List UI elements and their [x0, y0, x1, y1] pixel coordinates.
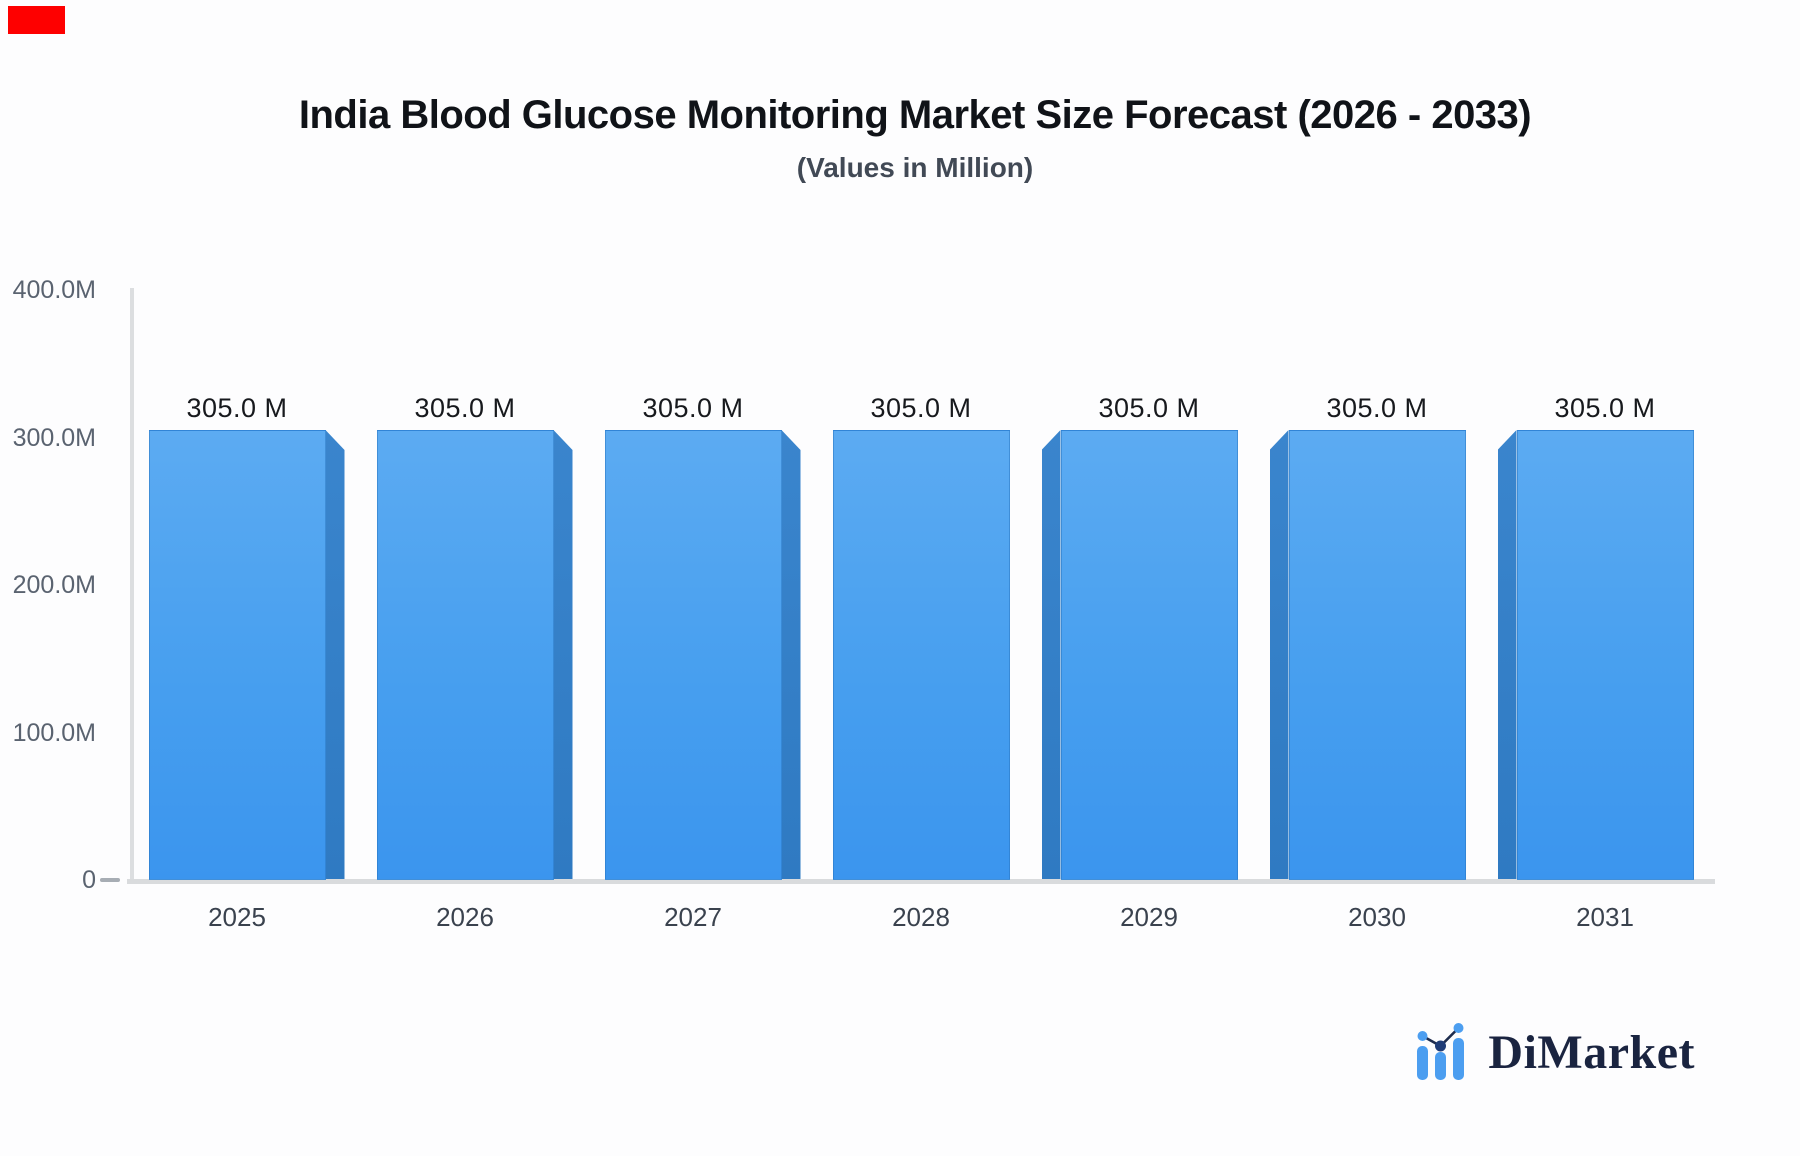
x-tick-label-2028: 2028 — [892, 902, 950, 932]
y-axis-line — [130, 288, 134, 882]
bar-3d-side — [781, 430, 801, 879]
bar-2031[interactable] — [1516, 430, 1694, 880]
x-tick-label-2027: 2027 — [664, 902, 722, 932]
x-tick-label-2029: 2029 — [1120, 902, 1178, 932]
bar-3d-side — [325, 430, 345, 879]
red-corner-marker — [8, 6, 65, 34]
logo-text: DiMarket — [1488, 1025, 1695, 1079]
bar-3d-side — [1269, 430, 1289, 879]
x-axis-line — [127, 879, 1715, 884]
bar-2028[interactable] — [832, 430, 1010, 880]
bar-3d-side — [553, 430, 573, 879]
bar-2026[interactable] — [376, 430, 554, 880]
y-tick-label: 400.0M — [12, 276, 96, 304]
chart-title: India Blood Glucose Monitoring Market Si… — [298, 93, 1532, 137]
bar-value-label: 305.0 M — [642, 393, 744, 423]
bar-value-label: 305.0 M — [1098, 393, 1200, 423]
bar-line-chart-icon — [1413, 1020, 1475, 1084]
bar-3d-side — [1041, 430, 1061, 879]
x-tick-label-2031: 2031 — [1576, 902, 1634, 932]
x-tick-label-2026: 2026 — [436, 902, 494, 932]
dimarket-logo: DiMarket — [1413, 1016, 1695, 1088]
x-tick-label-2025: 2025 — [208, 902, 266, 932]
bar-2030[interactable] — [1288, 430, 1466, 880]
y-tick-label: 100.0M — [12, 718, 96, 747]
y-tick-label: 0 — [82, 866, 96, 894]
bar-2025[interactable] — [148, 430, 326, 880]
bar-value-label: 305.0 M — [1326, 393, 1428, 423]
y-tick-label: 300.0M — [12, 423, 96, 452]
chart-subtitle: (Values in Million) — [796, 152, 1034, 183]
bar-value-label: 305.0 M — [870, 393, 972, 423]
chart-header: India Blood Glucose Monitoring Market Si… — [130, 92, 1700, 184]
bar-2029[interactable] — [1060, 430, 1238, 880]
x-tick-label-2030: 2030 — [1348, 902, 1406, 932]
y-tick-label: 200.0M — [12, 571, 96, 599]
bar-value-label: 305.0 M — [1554, 393, 1656, 423]
bar-value-label: 305.0 M — [414, 393, 516, 423]
zero-tick-mark — [100, 878, 120, 882]
bar-3d-side — [1497, 430, 1517, 879]
bar-value-label: 305.0 M — [186, 393, 288, 423]
bar-2027[interactable] — [604, 430, 782, 880]
